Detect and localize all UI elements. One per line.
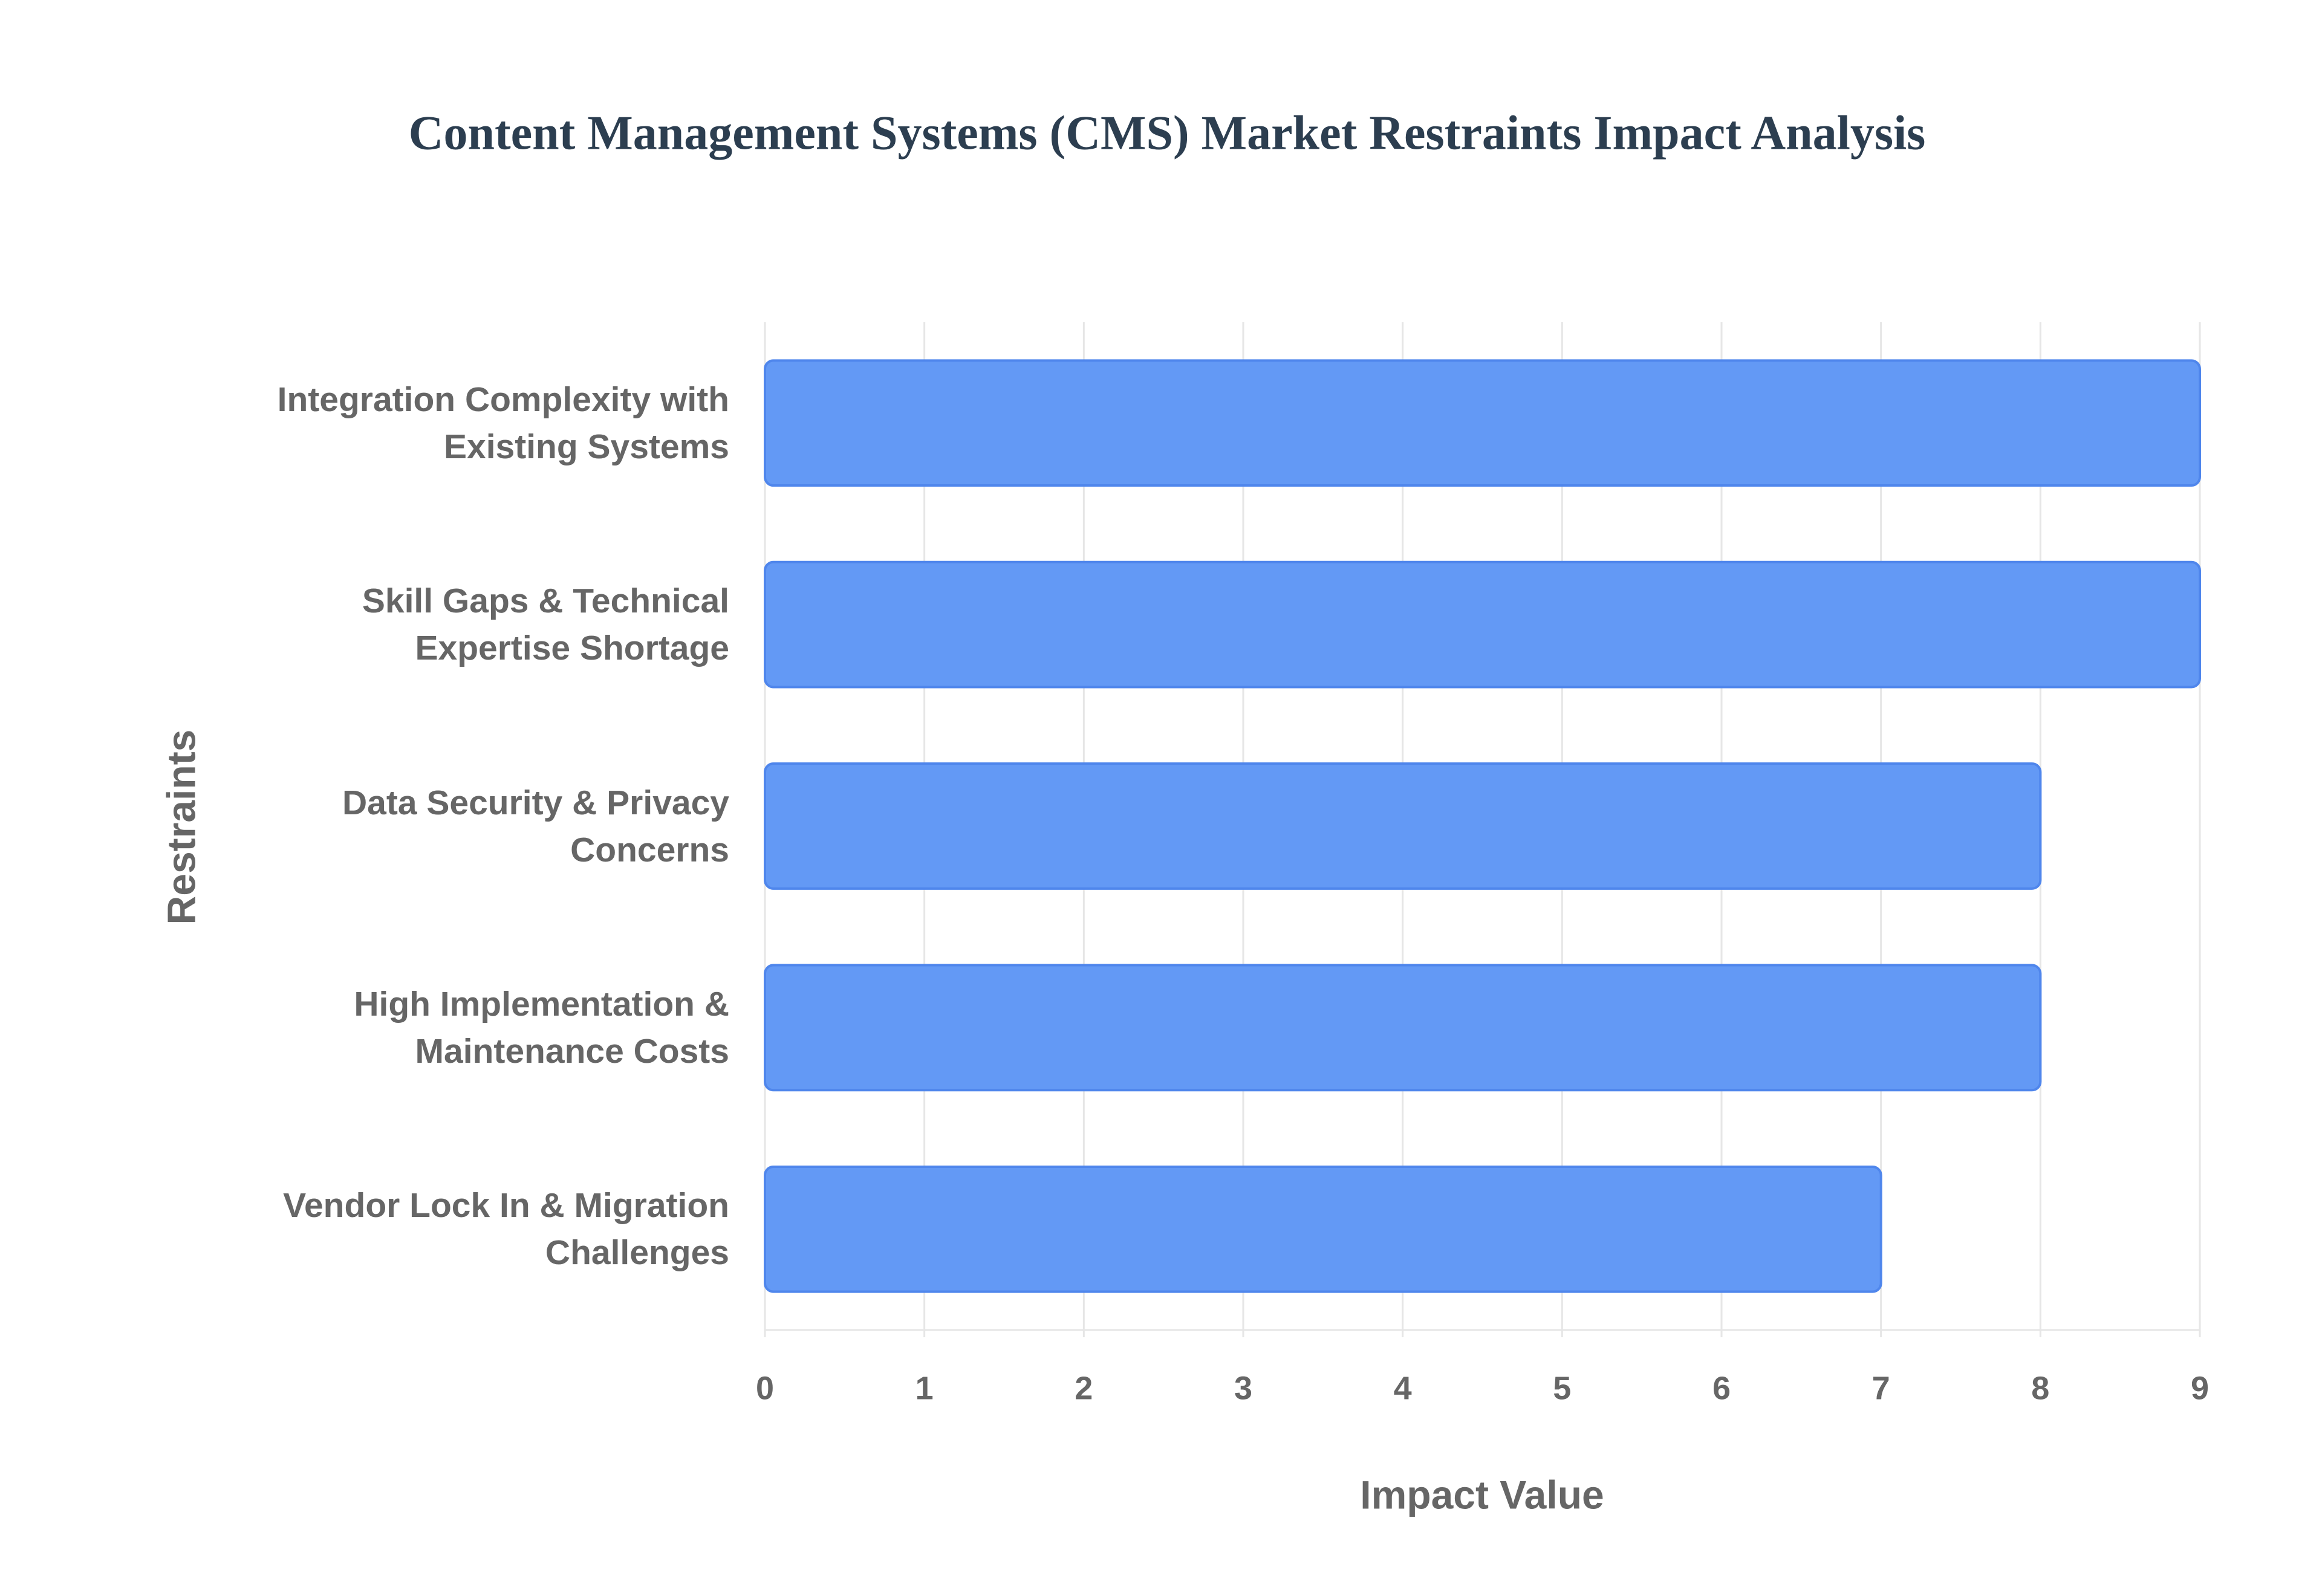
- bar: [764, 762, 2042, 890]
- x-tick-label: 7: [1872, 1370, 1890, 1406]
- bar: [764, 359, 2201, 487]
- x-tick-label: 5: [1553, 1370, 1571, 1406]
- y-tick-label: High Implementation & Maintenance Costs: [354, 984, 729, 1071]
- x-axis-label: Impact Value: [1360, 1472, 1604, 1517]
- bar: [764, 560, 2201, 689]
- y-tick-label: Skill Gaps & Technical Expertise Shortag…: [362, 582, 729, 668]
- y-tick-label: Vendor Lock In & Migration Challenges: [283, 1186, 729, 1273]
- bar: [764, 964, 2042, 1092]
- bar: [764, 1165, 1882, 1293]
- chart-title: Content Management Systems (CMS) Market …: [409, 106, 1926, 160]
- y-tick-label: Integration Complexity with Existing Sys…: [277, 380, 729, 466]
- x-tick-label: 9: [2191, 1370, 2209, 1406]
- x-tick-label: 6: [1712, 1370, 1731, 1406]
- x-tick-label: 1: [915, 1370, 934, 1406]
- x-tick-label: 8: [2031, 1370, 2049, 1406]
- x-tick-label: 4: [1394, 1370, 1412, 1406]
- x-tick-label: 2: [1075, 1370, 1093, 1406]
- x-tick-label: 3: [1234, 1370, 1252, 1406]
- x-tick-label: 0: [756, 1370, 774, 1406]
- y-tick-label: Data Security & Privacy Concerns: [342, 783, 729, 869]
- y-axis-label: Restraints: [158, 730, 203, 925]
